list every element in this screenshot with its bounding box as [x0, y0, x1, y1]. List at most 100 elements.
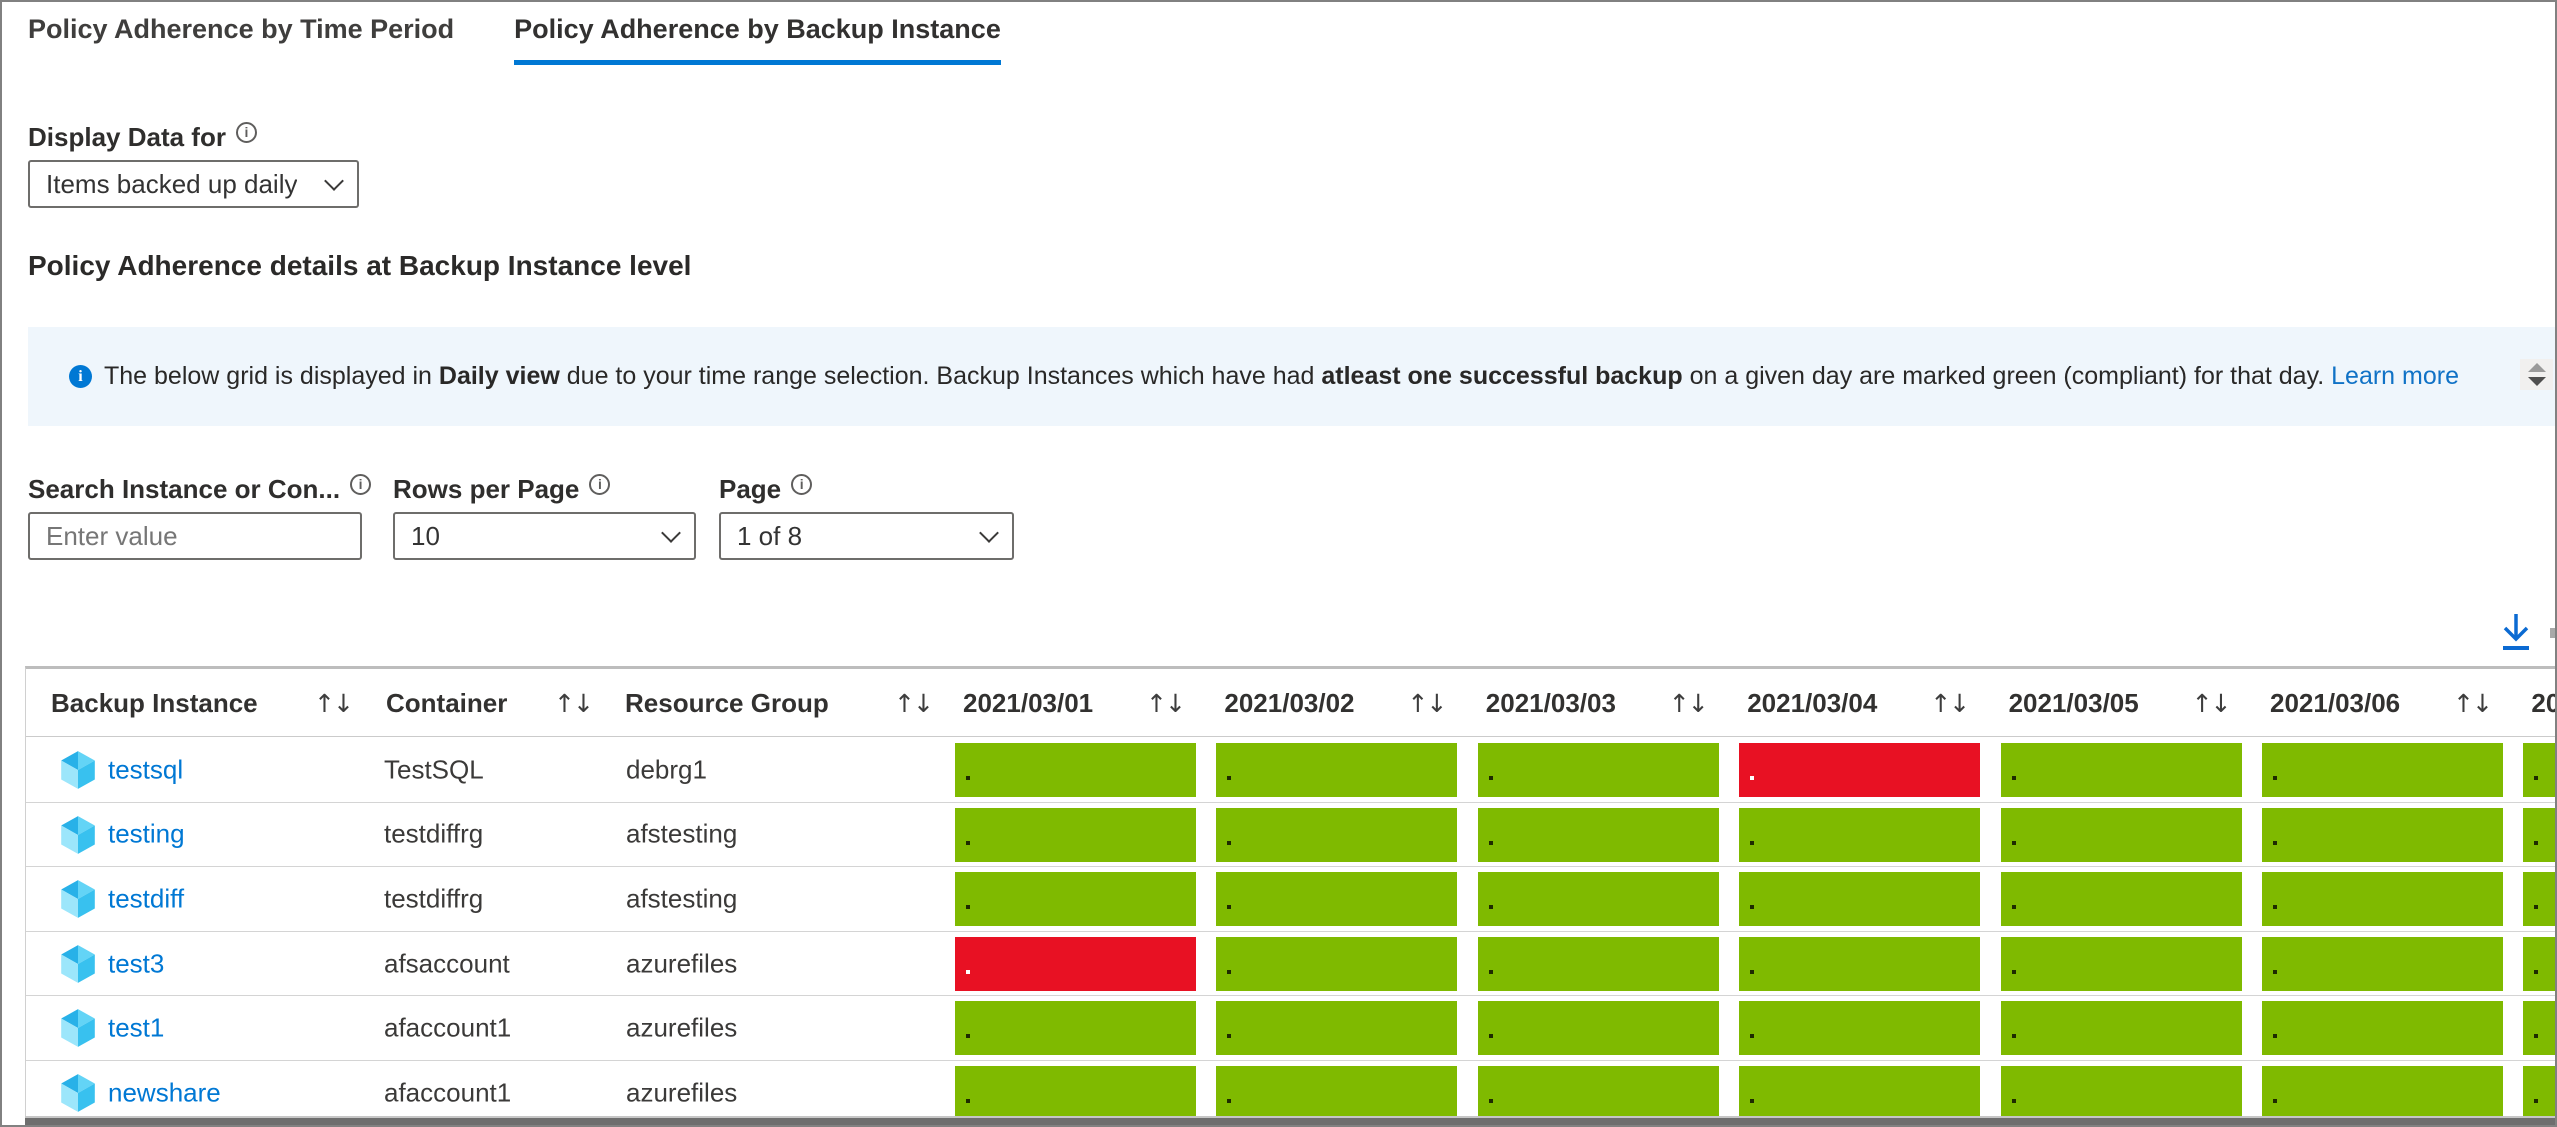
sort-icon[interactable]: ↑↓: [1146, 688, 1186, 718]
column-header-2021-03-05[interactable]: 2021/03/05: [2008, 687, 2139, 718]
status-dot: [1750, 776, 1755, 780]
rows-per-page-dropdown[interactable]: 10: [393, 512, 696, 560]
status-cell-red[interactable]: [955, 936, 1196, 991]
status-cell-green[interactable]: [2523, 936, 2555, 991]
status-cell-green[interactable]: [1216, 1001, 1458, 1056]
info-icon[interactable]: i: [589, 474, 611, 495]
backup-instance-cube-icon: [61, 815, 95, 854]
status-cell-green[interactable]: [955, 1001, 1196, 1056]
scroll-up-icon[interactable]: [2527, 363, 2546, 372]
banner-scrollbar[interactable]: [2520, 359, 2553, 390]
column-header-2021-03-01[interactable]: 2021/03/01: [963, 687, 1094, 718]
status-cell-green[interactable]: [1477, 872, 1719, 927]
status-cell-green[interactable]: [2262, 743, 2503, 797]
chevron-down-icon: [979, 522, 999, 543]
sort-icon[interactable]: ↑↓: [554, 688, 594, 718]
learn-more-link[interactable]: Learn more: [2331, 362, 2459, 390]
status-cell-green[interactable]: [2000, 936, 2242, 991]
status-cell-green[interactable]: [1739, 1001, 1981, 1056]
status-cell-green[interactable]: [2262, 1001, 2503, 1056]
status-cell-green[interactable]: [2000, 872, 2242, 927]
status-cell-green[interactable]: [955, 807, 1196, 862]
status-cell-green[interactable]: [2262, 936, 2503, 991]
status-dot: [2534, 1034, 2539, 1039]
grid-header-row: Backup Instance ↑↓ Container ↑↓ Resource Gro…: [26, 669, 2555, 737]
sort-icon[interactable]: ↑↓: [2191, 688, 2232, 718]
status-cell-green[interactable]: [2000, 1001, 2242, 1056]
status-dot: [1750, 905, 1755, 910]
column-header-2021-03-02[interactable]: 2021/03/02: [1224, 687, 1355, 718]
status-cell-green[interactable]: [1477, 807, 1719, 862]
page-dropdown[interactable]: 1 of 8: [719, 512, 1014, 560]
status-cell-green[interactable]: [1477, 936, 1719, 991]
backup-instance-link[interactable]: test1: [108, 1012, 165, 1043]
backup-instance-link[interactable]: testsql: [108, 754, 184, 785]
page-value: 1 of 8: [737, 520, 803, 551]
status-cell-green[interactable]: [1739, 872, 1981, 927]
status-cell-green[interactable]: [1477, 743, 1719, 797]
status-dot: [2011, 969, 2016, 974]
status-dot: [2534, 776, 2539, 780]
status-cell-green[interactable]: [2262, 872, 2503, 927]
status-cell-red[interactable]: [1739, 743, 1981, 797]
column-header-2021-03-03[interactable]: 2021/03/03: [1485, 687, 1616, 718]
column-header-2021-03-04[interactable]: 2021/03/04: [1747, 687, 1878, 718]
status-cell-green[interactable]: [1477, 1001, 1719, 1056]
tab-policy-adherence-time-period[interactable]: Policy Adherence by Time Period: [28, 14, 455, 44]
status-cell-green[interactable]: [2523, 1066, 2555, 1120]
status-cell-green[interactable]: [1216, 1066, 1458, 1120]
status-cell-green[interactable]: [2262, 1066, 2503, 1120]
status-cell-green[interactable]: [2523, 872, 2555, 927]
resource-group-cell: azurefiles: [626, 948, 738, 979]
clipped-icon: [2550, 628, 2555, 638]
status-cell-green[interactable]: [955, 743, 1196, 797]
search-input[interactable]: Enter value: [28, 512, 362, 560]
banner-text-segment: Daily view: [438, 362, 560, 390]
status-dot: [2273, 840, 2277, 845]
status-cell-green[interactable]: [1739, 936, 1981, 991]
rows-per-page-label-text: Rows per Page: [393, 474, 580, 504]
status-cell-green[interactable]: [1216, 872, 1458, 927]
status-cell-green[interactable]: [2000, 807, 2242, 862]
status-cell-green[interactable]: [1216, 936, 1458, 991]
container-cell: afsaccount: [384, 948, 510, 979]
backup-instance-link[interactable]: testing: [108, 818, 185, 849]
sort-icon[interactable]: ↑↓: [894, 688, 934, 718]
info-icon[interactable]: i: [791, 474, 813, 495]
sort-icon[interactable]: ↑↓: [1668, 688, 1709, 718]
column-header-2021-03-06[interactable]: 2021/03/06: [2270, 687, 2401, 718]
status-cell-green[interactable]: [955, 1066, 1196, 1120]
column-header-backup-instance[interactable]: Backup Instance: [51, 687, 258, 718]
status-cell-green[interactable]: [1739, 1066, 1981, 1120]
status-cell-green[interactable]: [2000, 743, 2242, 797]
info-icon[interactable]: i: [350, 474, 372, 495]
horizontal-scrollbar[interactable]: [25, 1116, 2555, 1125]
sort-icon[interactable]: ↑↓: [1930, 688, 1970, 718]
sort-icon[interactable]: ↑↓: [1407, 688, 1447, 718]
status-cell-green[interactable]: [1477, 1066, 1719, 1120]
scroll-down-icon[interactable]: [2527, 377, 2546, 386]
status-cell-green[interactable]: [2262, 807, 2503, 862]
status-cell-green[interactable]: [2523, 1001, 2555, 1056]
sort-icon[interactable]: ↑↓: [314, 688, 354, 718]
backup-instance-link[interactable]: testdiff: [108, 883, 185, 914]
status-cell-green[interactable]: [2000, 1066, 2242, 1120]
backup-instance-link[interactable]: test3: [108, 948, 165, 979]
download-button[interactable]: [2490, 608, 2542, 660]
status-cell-green[interactable]: [955, 872, 1196, 927]
tab-bar: Policy Adherence by Time Period Policy A…: [28, 14, 1001, 65]
column-header-container[interactable]: Container: [386, 687, 508, 718]
column-header-resource-group[interactable]: Resource Group: [625, 687, 829, 718]
status-cell-green[interactable]: [1216, 807, 1458, 862]
tab-policy-adherence-backup-instance[interactable]: Policy Adherence by Backup Instance: [514, 14, 1001, 65]
status-cell-green[interactable]: [1739, 807, 1981, 862]
display-data-dropdown[interactable]: Items backed up daily: [28, 160, 359, 208]
info-icon[interactable]: i: [235, 122, 257, 143]
status-cell-green[interactable]: [1216, 743, 1458, 797]
status-cell-green[interactable]: [2523, 807, 2555, 862]
column-header-2021-03-07[interactable]: 2021/03/07: [2531, 687, 2555, 718]
table-row: testdiff testdiffrg afstesting: [26, 867, 2555, 932]
status-cell-green[interactable]: [2523, 743, 2555, 797]
backup-instance-link[interactable]: newshare: [108, 1077, 221, 1108]
sort-icon[interactable]: ↑↓: [2453, 688, 2493, 718]
